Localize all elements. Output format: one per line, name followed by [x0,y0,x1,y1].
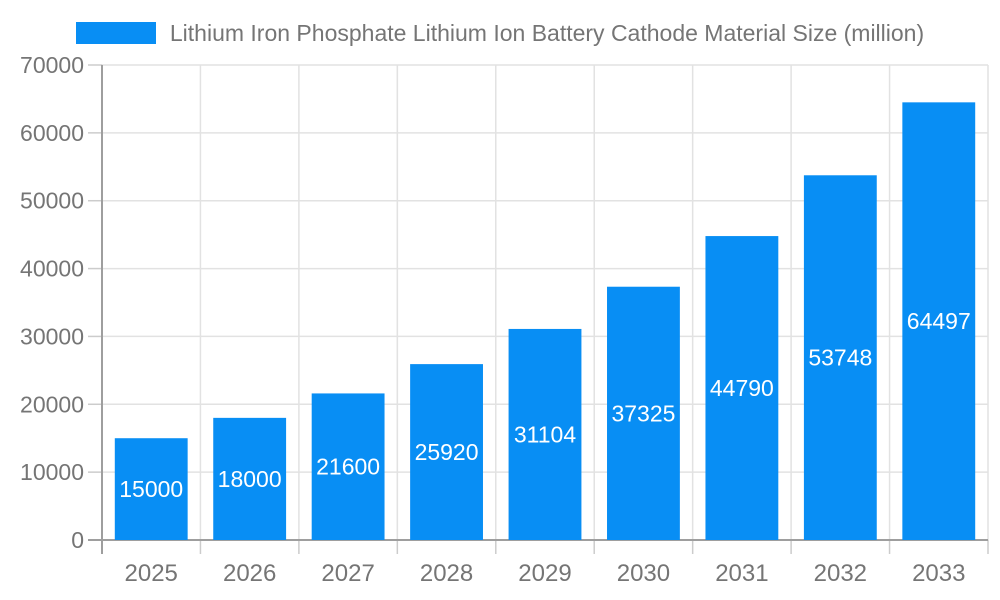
bar-2029[interactable] [508,328,582,540]
bar-label-2025: 15000 [119,476,183,502]
bar-label-2033: 64497 [907,308,971,334]
y-tick-label-10000: 10000 [20,459,84,485]
bar-2025[interactable] [114,438,188,540]
x-tick-label-2033: 2033 [912,560,965,587]
x-tick-label-2030: 2030 [617,560,670,587]
x-tick-label-2031: 2031 [715,560,768,587]
y-tick-label-0: 0 [71,527,84,553]
x-tick-label-2026: 2026 [223,560,276,587]
bar-2033[interactable] [902,102,976,540]
bar-label-2026: 18000 [218,466,282,492]
y-tick-label-50000: 50000 [20,188,84,214]
y-tick-label-40000: 40000 [20,256,84,282]
bar-2027[interactable] [311,393,385,540]
bar-label-2032: 53748 [808,345,872,371]
x-tick-label-2025: 2025 [125,560,178,587]
bar-label-2029: 31104 [514,421,576,447]
bar-label-2027: 21600 [316,454,380,480]
bar-2032[interactable] [803,175,877,540]
bar-2026[interactable] [213,417,287,540]
legend-swatch [75,22,156,44]
x-tick-label-2032: 2032 [814,560,867,587]
bar-label-2030: 37325 [611,400,675,426]
bar-label-2031: 44790 [710,375,774,401]
x-tick-label-2029: 2029 [518,560,571,587]
y-tick-label-70000: 70000 [20,52,84,78]
x-tick-label-2027: 2027 [321,560,374,587]
y-tick-label-30000: 30000 [20,323,84,349]
y-tick-label-60000: 60000 [20,120,84,146]
bar-2028[interactable] [410,364,483,540]
bar-label-2028: 25920 [415,439,479,465]
legend-item[interactable]: Lithium Iron Phosphate Lithium Ion Batte… [0,20,1000,46]
x-tick-label-2028: 2028 [420,560,473,587]
bar-2031[interactable] [705,236,779,540]
y-tick-label-20000: 20000 [20,391,84,417]
legend-label: Lithium Iron Phosphate Lithium Ion Batte… [169,19,925,46]
bar-2030[interactable] [607,286,680,540]
